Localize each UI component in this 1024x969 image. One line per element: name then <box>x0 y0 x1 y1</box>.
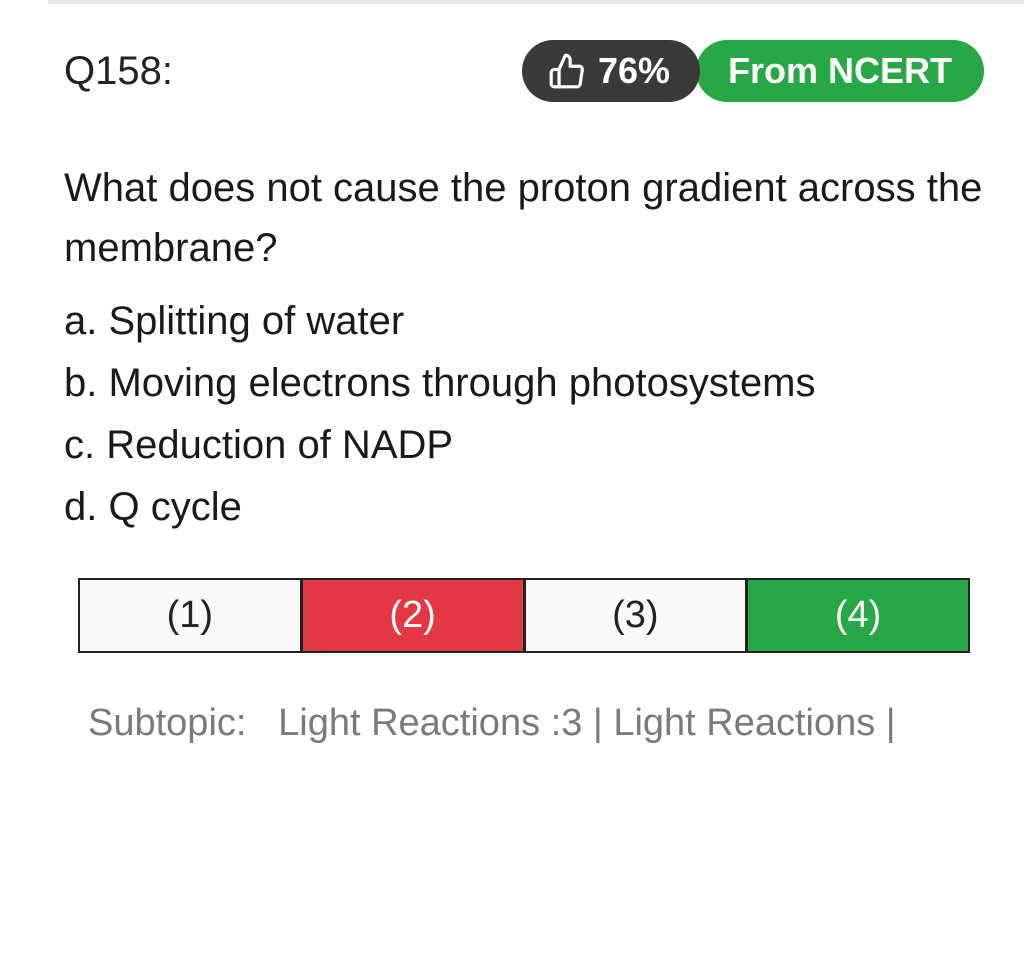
thumbs-up-icon <box>548 52 586 90</box>
answer-row: (1) (2) (3) (4) <box>78 578 970 653</box>
source-badge[interactable]: From NCERT <box>696 40 984 102</box>
source-label: From NCERT <box>728 50 952 91</box>
answer-1[interactable]: (1) <box>80 580 303 651</box>
like-badge[interactable]: 76% <box>522 40 700 102</box>
like-percent: 76% <box>598 50 670 92</box>
subtopic-value: Light Reactions :3 | Light Reactions | <box>278 702 896 744</box>
options-list: a. Splitting of water b. Moving electron… <box>64 290 984 538</box>
question-card: Q158: 76% From NCERT What does not cause… <box>64 40 984 754</box>
answer-2[interactable]: (2) <box>303 580 526 651</box>
question-number: Q158: <box>64 49 173 94</box>
option-c: c. Reduction of NADP <box>64 414 984 476</box>
question-text: What does not cause the proton gradient … <box>64 158 984 278</box>
subtopic-label: Subtopic: <box>88 702 246 744</box>
header-row: Q158: 76% From NCERT <box>64 40 984 102</box>
top-divider <box>48 0 1024 4</box>
answer-4[interactable]: (4) <box>748 580 968 651</box>
option-a: a. Splitting of water <box>64 290 984 352</box>
answer-3[interactable]: (3) <box>526 580 749 651</box>
option-b: b. Moving electrons through photosystems <box>64 352 984 414</box>
badges: 76% From NCERT <box>522 40 984 102</box>
option-d: d. Q cycle <box>64 476 984 538</box>
subtopic: Subtopic: Light Reactions :3 | Light Rea… <box>88 693 984 754</box>
